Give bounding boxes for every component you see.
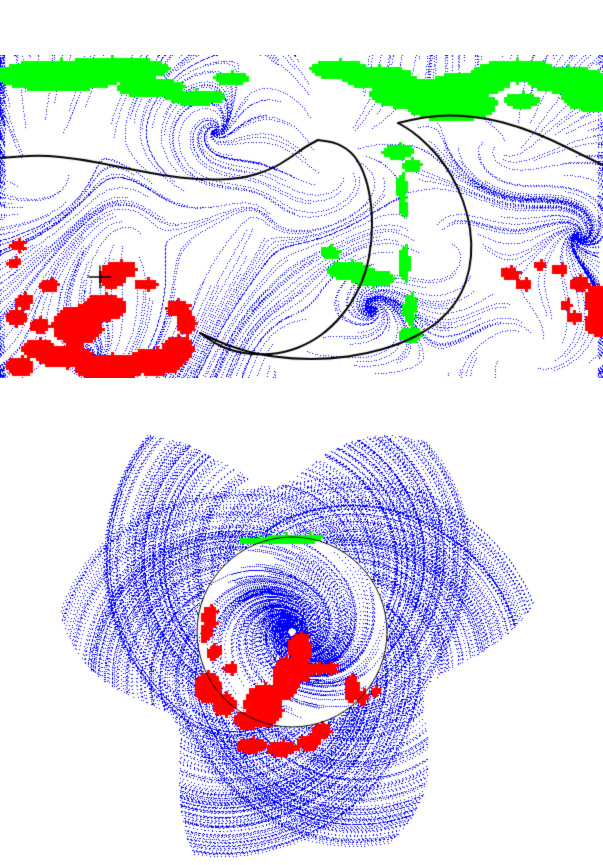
polar-projection-panel [0, 400, 603, 865]
rectangular-projection-canvas [0, 55, 603, 378]
polar-projection-canvas [0, 400, 603, 865]
rectangular-projection-panel [0, 55, 603, 378]
